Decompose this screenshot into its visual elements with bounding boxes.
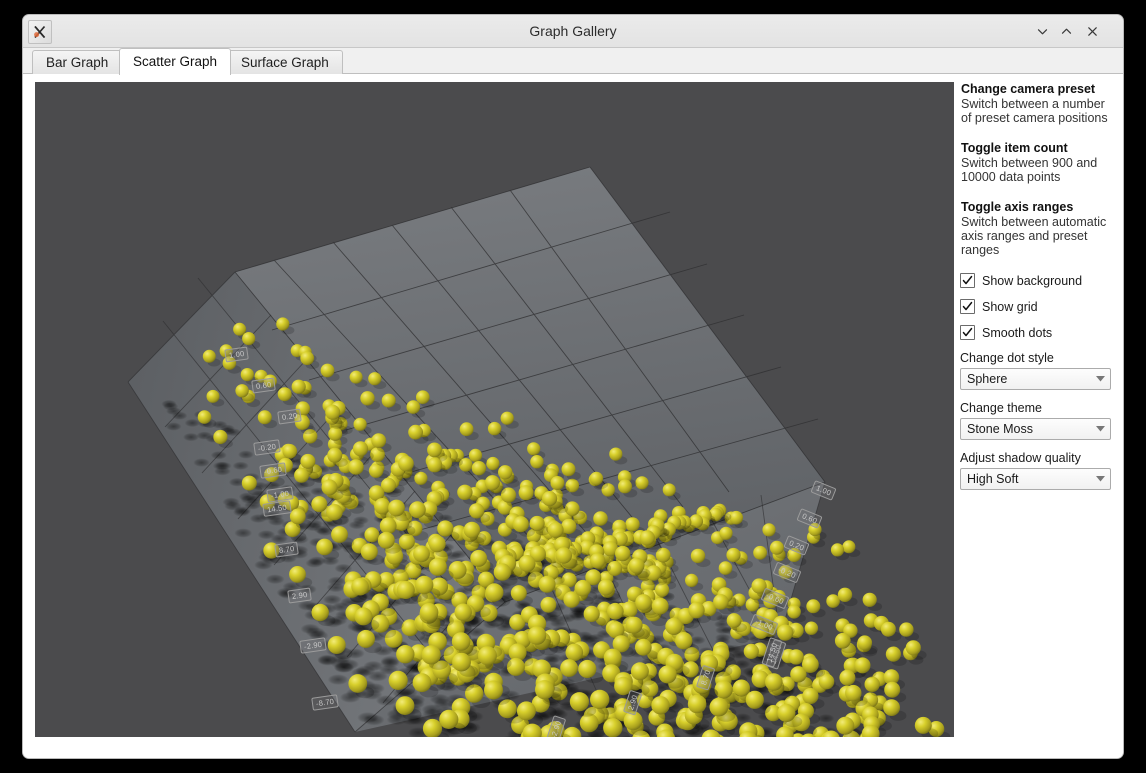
tab-scatter-graph[interactable]: Scatter Graph — [119, 48, 232, 75]
checkmark-icon — [960, 325, 975, 340]
minimize-icon[interactable] — [1031, 21, 1053, 41]
title-bar: Graph Gallery — [23, 15, 1123, 48]
checkbox-label: Show background — [982, 273, 1083, 288]
toggle-item-count-button[interactable]: Toggle item count Switch between 900 and… — [960, 141, 1112, 184]
chevron-down-icon — [1090, 419, 1110, 439]
x-app-icon — [28, 20, 52, 44]
theme-label: Change theme — [960, 401, 1043, 415]
scatter-graph-canvas[interactable]: 1.00 0.60 0.20 -0.20 -0.60 -1.00 14.50 8… — [35, 82, 954, 737]
command-description: Switch between a number of preset camera… — [961, 97, 1108, 125]
close-icon[interactable] — [1081, 21, 1103, 41]
theme-select[interactable]: Stone Moss — [960, 418, 1111, 440]
checkbox-smooth-dots[interactable]: Smooth dots — [960, 325, 1112, 340]
checkbox-show-background[interactable]: Show background — [960, 273, 1112, 288]
checkmark-icon — [960, 273, 975, 288]
scatter-3d-scene — [127, 166, 951, 737]
command-title: Toggle axis ranges — [961, 200, 1074, 214]
app-window: Graph Gallery Bar Graph — [22, 14, 1124, 759]
maximize-icon[interactable] — [1055, 21, 1077, 41]
control-panel: Change camera preset Switch between a nu… — [960, 82, 1112, 737]
command-title: Toggle item count — [961, 141, 1068, 155]
graph-back-wall — [235, 167, 825, 602]
tab-label: Bar Graph — [46, 55, 109, 70]
tab-label: Scatter Graph — [133, 54, 218, 69]
shadow-quality-value: High Soft — [967, 472, 1019, 486]
command-title: Change camera preset — [961, 82, 1096, 96]
change-camera-preset-button[interactable]: Change camera preset Switch between a nu… — [960, 82, 1112, 125]
tab-label: Surface Graph — [241, 55, 329, 70]
toggle-axis-ranges-button[interactable]: Toggle axis ranges Switch between automa… — [960, 200, 1112, 257]
tab-bar: Bar Graph Scatter Graph Surface Graph — [23, 48, 1123, 75]
shadow-quality-label: Adjust shadow quality — [960, 451, 1081, 465]
dot-style-value: Sphere — [967, 372, 1008, 386]
chevron-down-icon — [1090, 469, 1110, 489]
chevron-down-icon — [1090, 369, 1110, 389]
tab-bar-graph[interactable]: Bar Graph — [32, 50, 123, 74]
dot-style-select[interactable]: Sphere — [960, 368, 1111, 390]
theme-value: Stone Moss — [967, 422, 1034, 436]
dot-style-label: Change dot style — [960, 351, 1054, 365]
checkbox-label: Smooth dots — [982, 325, 1053, 340]
tab-content-scatter: 1.00 0.60 0.20 -0.20 -0.60 -1.00 14.50 8… — [23, 74, 1123, 758]
window-title: Graph Gallery — [529, 23, 617, 39]
scatter-points — [161, 317, 951, 737]
shadow-quality-select[interactable]: High Soft — [960, 468, 1111, 490]
checkmark-icon — [960, 299, 975, 314]
command-description: Switch between 900 and 10000 data points — [961, 156, 1098, 184]
checkbox-label: Show grid — [982, 299, 1038, 314]
command-description: Switch between automatic axis ranges and… — [961, 215, 1107, 257]
tab-surface-graph[interactable]: Surface Graph — [227, 50, 343, 74]
checkbox-show-grid[interactable]: Show grid — [960, 299, 1112, 314]
